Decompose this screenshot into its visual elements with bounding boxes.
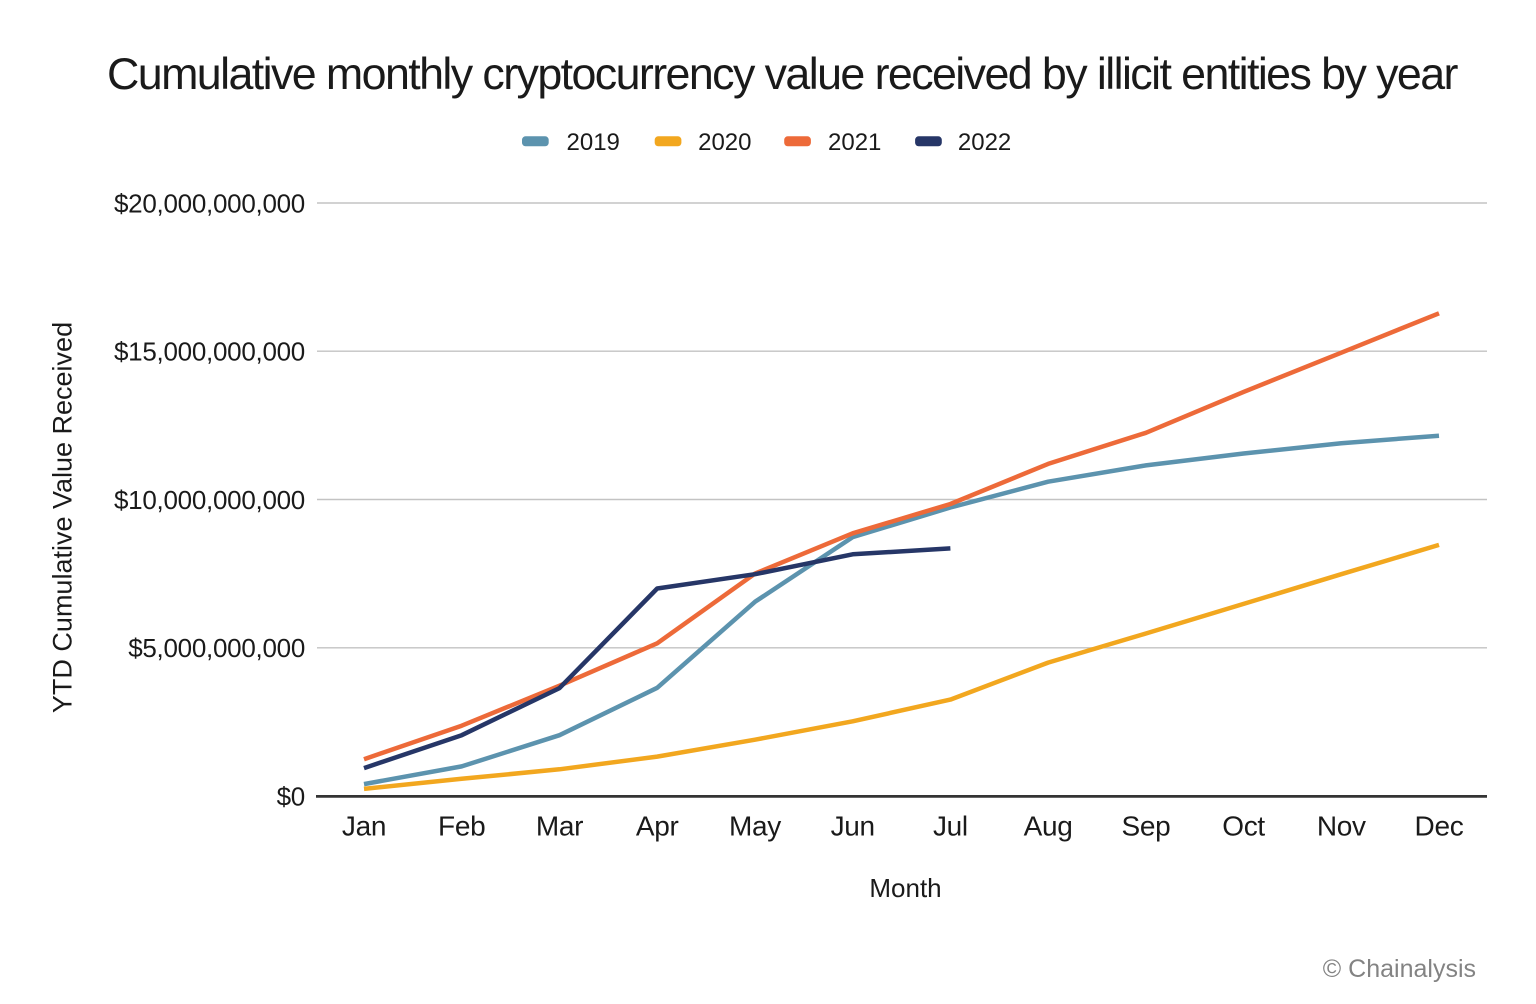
svg-text:2022: 2022 (958, 129, 1011, 156)
svg-text:Jun: Jun (831, 811, 875, 842)
svg-text:Oct: Oct (1222, 811, 1265, 842)
svg-text:$5,000,000,000: $5,000,000,000 (128, 633, 305, 663)
svg-text:$20,000,000,000: $20,000,000,000 (114, 188, 305, 218)
svg-text:Dec: Dec (1415, 811, 1464, 842)
svg-text:Mar: Mar (536, 811, 583, 842)
svg-text:Apr: Apr (636, 811, 679, 842)
svg-text:$15,000,000,000: $15,000,000,000 (114, 337, 305, 367)
svg-text:$0: $0 (277, 782, 305, 812)
svg-text:2021: 2021 (828, 129, 881, 156)
svg-text:2020: 2020 (698, 129, 751, 156)
svg-text:Feb: Feb (438, 811, 485, 842)
svg-text:Nov: Nov (1317, 811, 1366, 842)
svg-text:2019: 2019 (567, 129, 620, 156)
svg-text:Jan: Jan (342, 811, 386, 842)
svg-text:Cumulative monthly cryptocurre: Cumulative monthly cryptocurrency value … (107, 49, 1459, 99)
svg-text:Aug: Aug (1024, 811, 1073, 842)
svg-text:© Chainalysis: © Chainalysis (1323, 955, 1476, 983)
svg-text:YTD Cumulative Value Received: YTD Cumulative Value Received (48, 322, 78, 713)
svg-text:$10,000,000,000: $10,000,000,000 (114, 485, 305, 515)
svg-text:Sep: Sep (1121, 811, 1170, 842)
svg-text:Month: Month (869, 873, 941, 903)
svg-text:Jul: Jul (933, 811, 968, 842)
svg-text:May: May (729, 811, 781, 842)
